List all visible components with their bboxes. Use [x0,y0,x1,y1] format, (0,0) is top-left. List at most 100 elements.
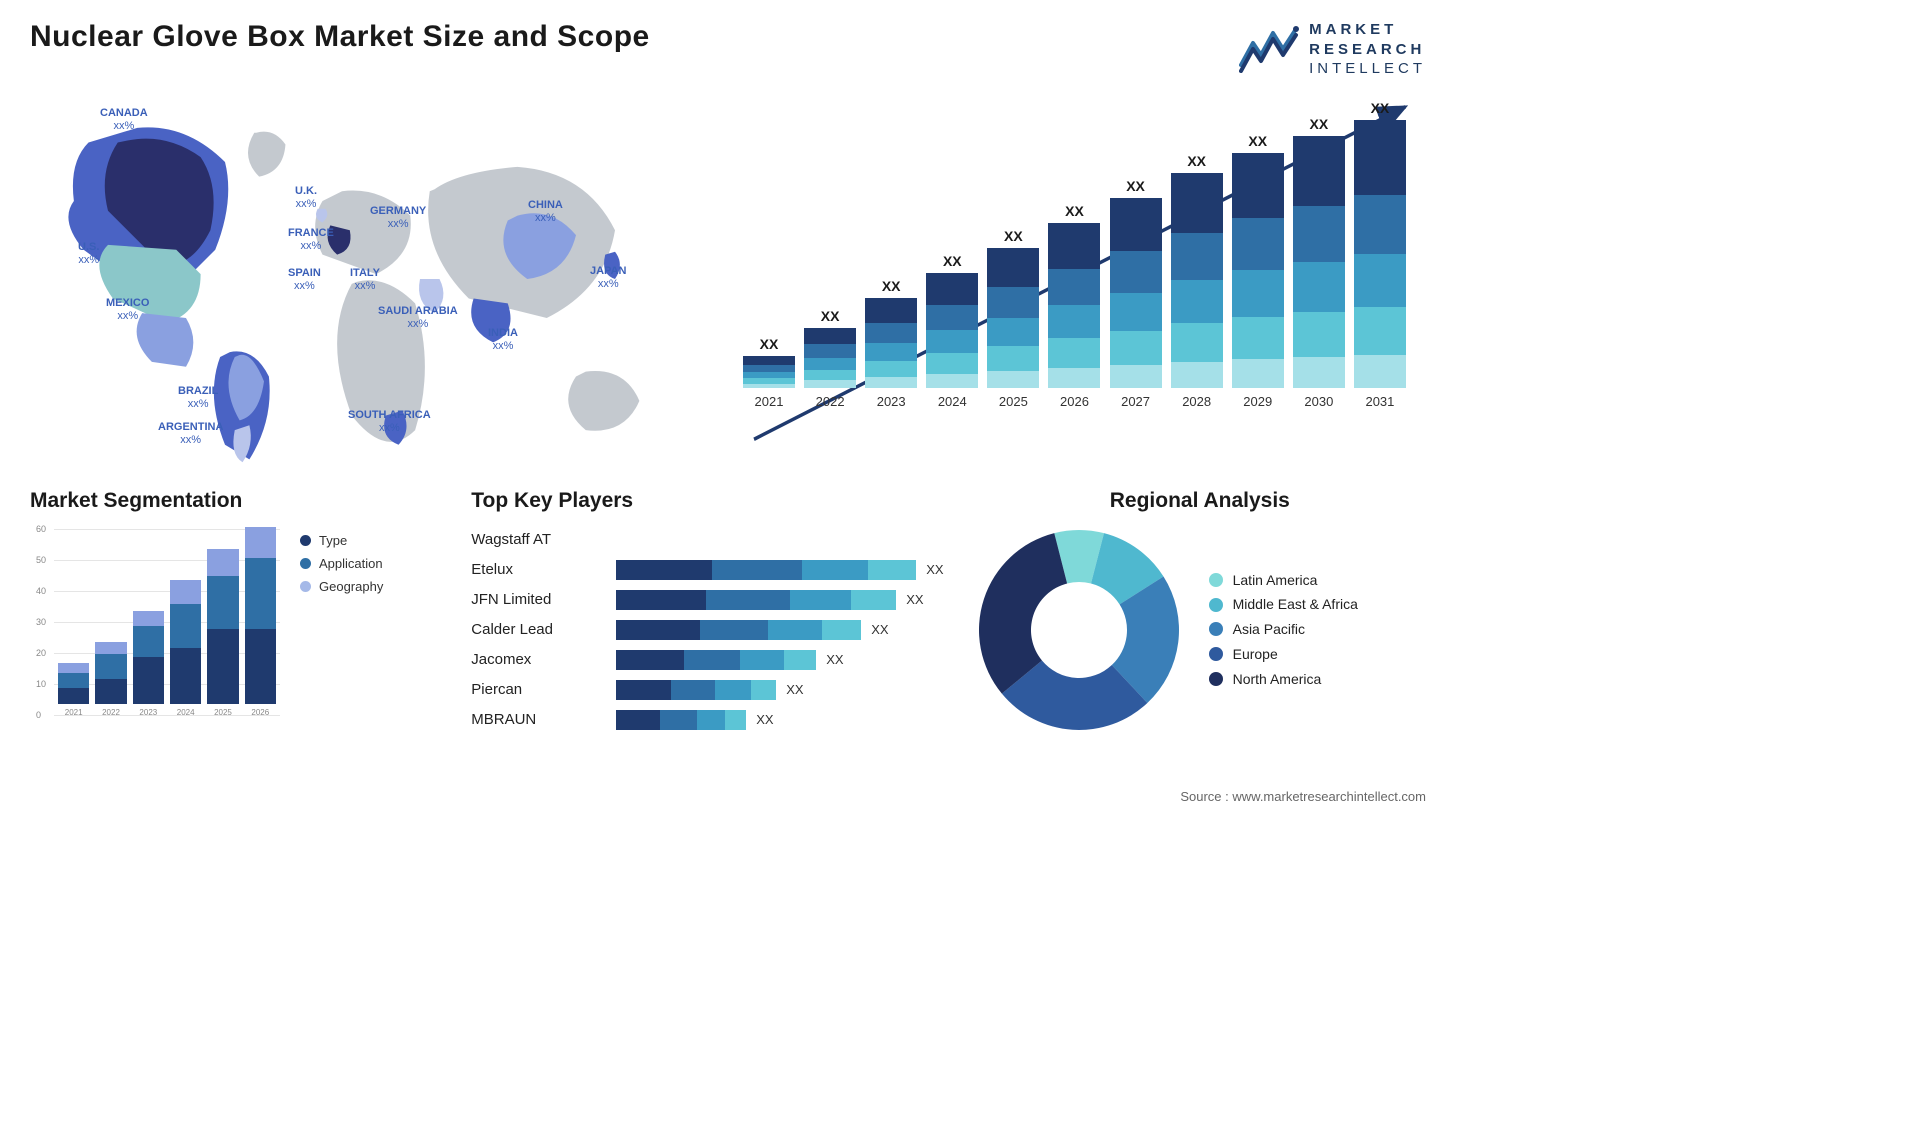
player-value-label: XX [826,652,843,667]
forecast-value-label: XX [1065,203,1084,219]
y-tick-label: 30 [36,617,46,627]
player-name: JFN Limited [471,585,601,615]
regional-legend: Latin AmericaMiddle East & AfricaAsia Pa… [1209,564,1358,696]
seg-year-label: 2025 [214,708,232,717]
forecast-bar: XX2025 [987,228,1039,409]
forecast-value-label: XX [821,308,840,324]
header: Nuclear Glove Box Market Size and Scope … [30,20,1426,79]
y-tick-label: 0 [36,710,41,720]
forecast-value-label: XX [1248,133,1267,149]
logo-icon [1239,25,1299,73]
country-label: SPAINxx% [288,267,321,293]
player-value-label: XX [786,682,803,697]
player-row: XX [616,645,943,675]
donut-slice [979,533,1067,694]
player-bars: XXXXXXXXXXXX [616,525,943,735]
forecast-year-label: 2030 [1304,394,1333,409]
country-label: GERMANYxx% [370,205,426,231]
forecast-chart: XX2021XX2022XX2023XX2024XX2025XX2026XX20… [723,89,1426,469]
world-map: CANADAxx% U.S.xx% MEXICOxx% BRAZILxx% ARGENT… [30,89,693,469]
player-value-label: XX [871,622,888,637]
region-legend-item: Middle East & Africa [1209,596,1358,613]
country-label: CHINAxx% [528,199,563,225]
player-row: XX [616,555,943,585]
forecast-bar: XX2031 [1354,100,1406,409]
seg-bar: 2026 [245,527,276,717]
forecast-year-label: 2027 [1121,394,1150,409]
region-legend-item: Latin America [1209,572,1358,589]
seg-year-label: 2026 [251,708,269,717]
country-label: BRAZILxx% [178,385,218,411]
forecast-value-label: XX [1004,228,1023,244]
seg-bar: 2023 [133,611,164,717]
forecast-bar: XX 2027 [1110,178,1162,409]
y-tick-label: 40 [36,586,46,596]
forecast-year-label: 2022 [816,394,845,409]
segmentation-title: Market Segmentation [30,489,441,513]
seg-bar: 2022 [95,642,126,717]
y-tick-label: 60 [36,524,46,534]
forecast-value-label: XX [882,278,901,294]
country-label: JAPANxx% [590,265,626,291]
seg-year-label: 2023 [139,708,157,717]
player-name: Jacomex [471,645,601,675]
player-row: XX [616,675,943,705]
forecast-value-label: XX [943,253,962,269]
brand-line3: INTELLECT [1309,59,1426,79]
player-value-label: XX [926,562,943,577]
segmentation-chart: 0102030405060202120222023202420252026 [30,525,280,735]
page-title: Nuclear Glove Box Market Size and Scope [30,20,650,54]
country-label: CANADAxx% [100,107,148,133]
player-row: XX [616,705,943,735]
player-row: XX [616,615,943,645]
seg-year-label: 2024 [177,708,195,717]
y-tick-label: 20 [36,648,46,658]
country-label: U.K.xx% [295,185,317,211]
forecast-bar: XX 2029 [1232,133,1284,409]
brand-line2: RESEARCH [1309,40,1426,60]
country-label: ARGENTINAxx% [158,421,223,447]
forecast-bar: XX 2021 [743,336,795,409]
forecast-bar: XX2026 [1048,203,1100,409]
player-name: MBRAUN [471,705,601,735]
y-tick-label: 10 [36,679,46,689]
brand-line1: MARKET [1309,20,1426,40]
seg-legend-item: Geography [300,579,383,594]
forecast-year-label: 2029 [1243,394,1272,409]
country-label: INDIAxx% [488,327,518,353]
country-label: U.S.xx% [78,241,99,267]
segmentation-legend: TypeApplicationGeography [300,525,383,735]
seg-legend-item: Application [300,556,383,571]
country-label: FRANCExx% [288,227,334,253]
seg-bar: 2024 [170,580,201,717]
player-row [616,525,943,555]
player-name: Piercan [471,675,601,705]
source-text: Source : www.marketresearchintellect.com [1180,789,1426,804]
seg-bar: 2025 [207,549,238,717]
player-value-label: XX [906,592,923,607]
seg-year-label: 2021 [65,708,83,717]
regional-title: Regional Analysis [974,489,1426,513]
player-name: Wagstaff AT [471,525,601,555]
forecast-year-label: 2024 [938,394,967,409]
forecast-bar: XX 2024 [926,253,978,409]
forecast-value-label: XX [1126,178,1145,194]
forecast-year-label: 2028 [1182,394,1211,409]
country-label: SOUTH AFRICAxx% [348,409,431,435]
forecast-year-label: 2031 [1365,394,1394,409]
player-name: Etelux [471,555,601,585]
country-label: SAUDI ARABIAxx% [378,305,458,331]
forecast-bar: XX 2022 [804,308,856,409]
forecast-year-label: 2021 [755,394,784,409]
forecast-bar: XX2023 [865,278,917,409]
brand-logo: MARKET RESEARCH INTELLECT [1239,20,1426,79]
regional-panel: Regional Analysis Latin America Middle Ea… [974,489,1426,779]
players-title: Top Key Players [471,489,943,513]
country-label: MEXICOxx% [106,297,149,323]
forecast-value-label: XX [760,336,779,352]
region-legend-item: North America [1209,671,1358,688]
player-row: XX [616,585,943,615]
forecast-value-label: XX [1310,116,1329,132]
forecast-value-label: XX [1187,153,1206,169]
forecast-bar: XX 2028 [1171,153,1223,409]
